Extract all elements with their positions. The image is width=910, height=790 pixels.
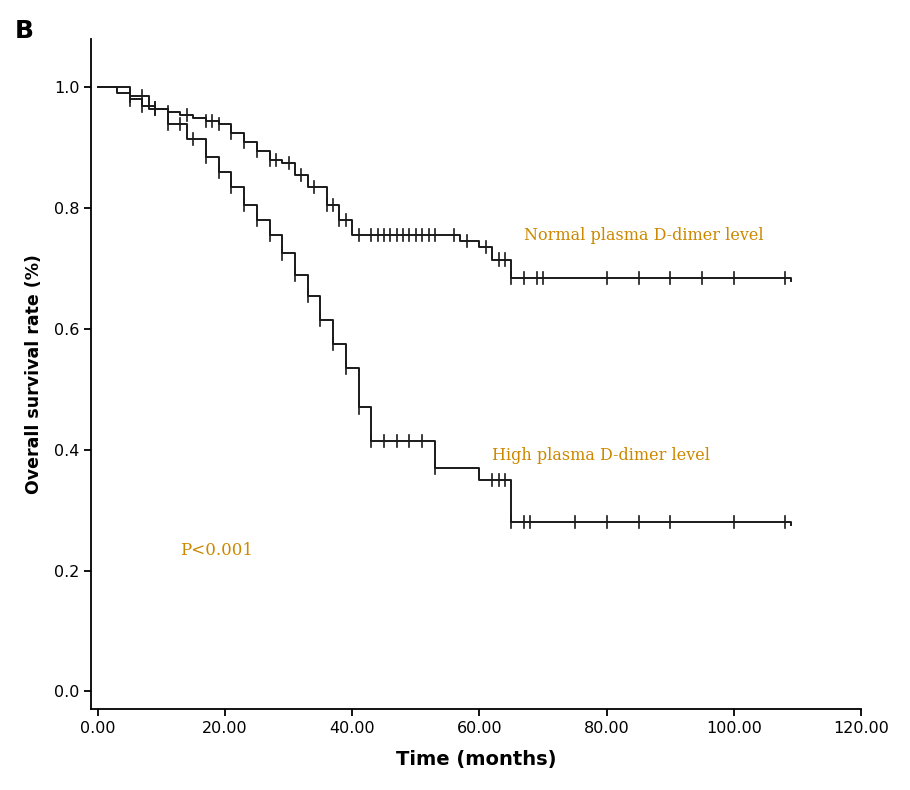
Text: Normal plasma D-dimer level: Normal plasma D-dimer level [524,227,763,244]
Y-axis label: Overall survival rate (%): Overall survival rate (%) [25,254,43,495]
X-axis label: Time (months): Time (months) [396,750,557,769]
Text: B: B [15,19,34,43]
Text: P<0.001: P<0.001 [180,543,253,559]
Text: High plasma D-dimer level: High plasma D-dimer level [492,447,710,465]
